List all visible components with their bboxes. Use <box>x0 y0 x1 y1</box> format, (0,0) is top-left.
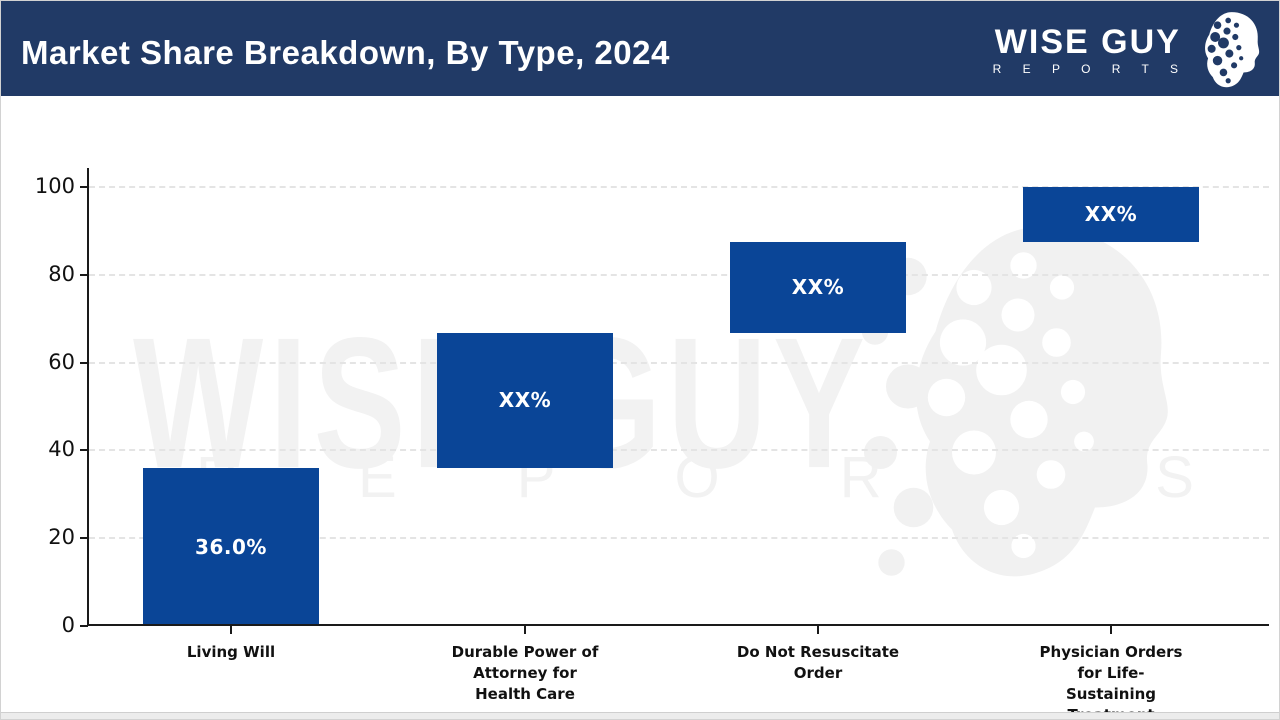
y-axis-line <box>87 168 89 626</box>
y-axis-tick-label: 100 <box>34 174 75 198</box>
y-axis-tick <box>80 361 88 364</box>
y-axis-tick-label: 80 <box>48 261 75 286</box>
bar-value-label: XX% <box>498 388 552 413</box>
x-axis-tick <box>524 626 526 634</box>
gridline <box>89 273 1269 276</box>
y-axis-tick-label: 20 <box>48 525 75 550</box>
x-axis-category-label: Durable Power of Attorney for Health Car… <box>451 643 599 703</box>
y-axis-tick-label: 40 <box>48 437 75 462</box>
wise-guy-logo: WISE GUY R E P O R T S <box>989 9 1263 91</box>
bar-value-label: XX% <box>1084 202 1138 227</box>
header: Market Share Breakdown, By Type, 2024 WI… <box>1 1 1279 96</box>
bar-segment: XX% <box>1023 187 1199 242</box>
logo-wordmark: WISE GUY R E P O R T S <box>989 25 1187 76</box>
footer-strip <box>1 712 1279 719</box>
bar-segment: XX% <box>730 241 906 333</box>
watermark-head-icon <box>861 227 1168 577</box>
logo-wordmark-line2: R E P O R T S <box>992 61 1187 76</box>
y-axis-tick <box>80 186 88 188</box>
gridline <box>89 186 1269 188</box>
x-axis-category-label: Do Not Resuscitate Order <box>736 643 900 682</box>
x-axis-category-label: Physician Orders for Life- Sustaining Tr… <box>1039 643 1183 719</box>
x-axis-tick <box>1110 626 1112 634</box>
bar-segment: 36.0% <box>143 467 319 626</box>
y-axis-tick <box>80 273 88 276</box>
bar-value-label: 36.0% <box>195 534 267 559</box>
y-axis-tick-label: 0 <box>61 613 75 637</box>
page-title: Market Share Breakdown, By Type, 2024 <box>21 34 670 71</box>
logo-wordmark-line1: WISE GUY <box>994 22 1181 61</box>
gridline <box>89 537 1269 540</box>
y-axis-tick <box>80 537 88 540</box>
x-axis-line <box>87 624 1269 626</box>
gridline <box>89 361 1269 364</box>
gridline <box>89 449 1269 452</box>
y-axis-tick <box>80 449 88 452</box>
logo-head-icon <box>1205 12 1260 88</box>
y-axis-tick <box>80 625 88 627</box>
x-axis-category-label: Living Will <box>186 643 276 661</box>
y-axis-tick-label: 60 <box>48 349 75 374</box>
bar-value-label: XX% <box>791 275 845 300</box>
bar-segment: XX% <box>437 332 613 468</box>
x-axis-tick <box>230 626 232 634</box>
x-axis-tick <box>817 626 819 634</box>
